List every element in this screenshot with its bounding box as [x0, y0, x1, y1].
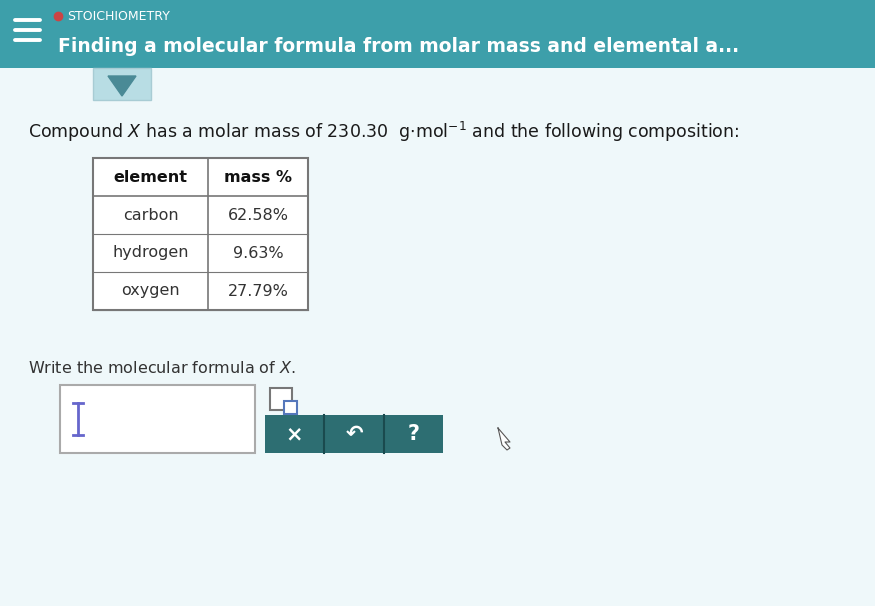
Text: carbon: carbon: [123, 207, 178, 222]
Text: element: element: [114, 170, 187, 184]
Text: ↶: ↶: [346, 424, 363, 444]
Text: 9.63%: 9.63%: [233, 245, 284, 261]
Text: ×: ×: [285, 424, 303, 444]
Text: oxygen: oxygen: [121, 284, 180, 299]
Text: Finding a molecular formula from molar mass and elemental a...: Finding a molecular formula from molar m…: [58, 36, 739, 56]
Text: 62.58%: 62.58%: [228, 207, 289, 222]
Bar: [151, 68, 875, 100]
Text: 27.79%: 27.79%: [228, 284, 289, 299]
Text: mass %: mass %: [224, 170, 292, 184]
Bar: [385, 415, 443, 453]
Bar: [93, 158, 308, 310]
Text: Compound $\mathit{X}$ has a molar mass of 230.30  g$\cdot$mol$^{-1}$ and the fol: Compound $\mathit{X}$ has a molar mass o…: [28, 120, 739, 144]
Bar: [325, 415, 383, 453]
Bar: [0, 100, 875, 606]
Bar: [265, 415, 323, 453]
Bar: [93, 68, 151, 100]
Text: hydrogen: hydrogen: [112, 245, 189, 261]
Bar: [0, 68, 93, 100]
Bar: [284, 401, 297, 414]
Bar: [0, 0, 875, 68]
Polygon shape: [498, 428, 510, 450]
Bar: [270, 388, 292, 410]
Bar: [60, 385, 255, 453]
Text: Write the molecular formula of $\mathit{X}$.: Write the molecular formula of $\mathit{…: [28, 360, 296, 376]
Text: STOICHIOMETRY: STOICHIOMETRY: [67, 10, 170, 22]
Polygon shape: [108, 76, 136, 96]
Text: ?: ?: [408, 424, 420, 444]
